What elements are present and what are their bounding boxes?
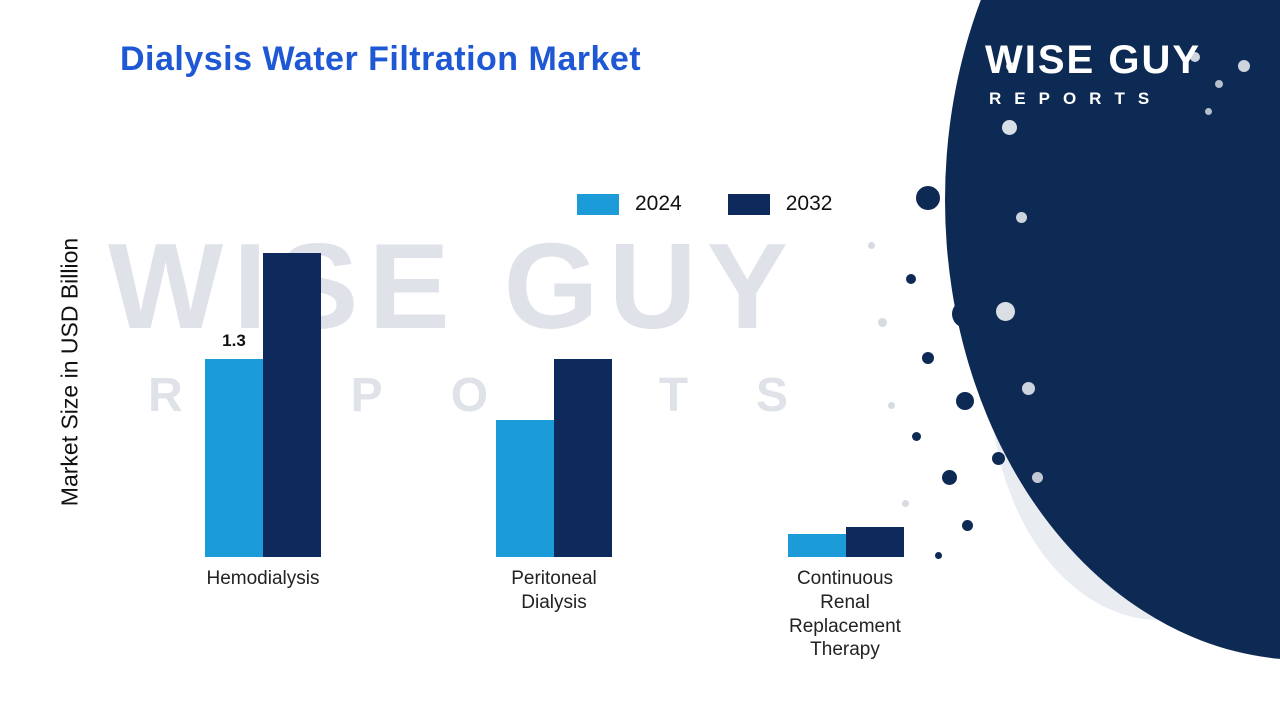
logo: WISE GUY REPORTS xyxy=(985,38,1201,109)
bar-2032-hemodialysis xyxy=(263,253,321,557)
legend-swatch-2024 xyxy=(577,193,619,215)
legend: 2024 2032 xyxy=(577,192,832,216)
bar-value-label: 1.3 xyxy=(222,331,246,350)
logo-subtitle: REPORTS xyxy=(989,89,1163,108)
legend-swatch-2032 xyxy=(727,193,770,215)
bar-2024-peritoneal-dialysis xyxy=(496,420,554,557)
category-label-hemodialysis: Hemodialysis xyxy=(206,568,320,589)
bar-2024-crrt xyxy=(788,534,846,557)
bar-group-crrt xyxy=(788,217,904,557)
category-label-crrt: Continuous Renal Replacement Therapy xyxy=(789,568,901,661)
bar-group-peritoneal-dialysis xyxy=(496,217,612,557)
page-title: Dialysis Water Filtration Market xyxy=(120,40,642,78)
legend-label-2024: 2024 xyxy=(635,192,682,215)
logo-wordmark: WISE GUY xyxy=(985,38,1202,82)
watermark-line1: WISE GUY xyxy=(108,218,799,354)
bar-2024-hemodialysis xyxy=(205,359,263,557)
bar-2032-crrt xyxy=(846,527,904,557)
category-label-peritoneal-dialysis: Peritoneal Dialysis xyxy=(511,568,597,613)
bar-2032-peritoneal-dialysis xyxy=(554,359,612,557)
legend-item-2032: 2032 xyxy=(727,192,833,216)
bar-group-hemodialysis: 1.3 xyxy=(205,217,321,557)
legend-item-2024: 2024 xyxy=(577,192,682,216)
plot-area: 1.3 xyxy=(0,217,1280,557)
legend-label-2032: 2032 xyxy=(785,192,833,215)
